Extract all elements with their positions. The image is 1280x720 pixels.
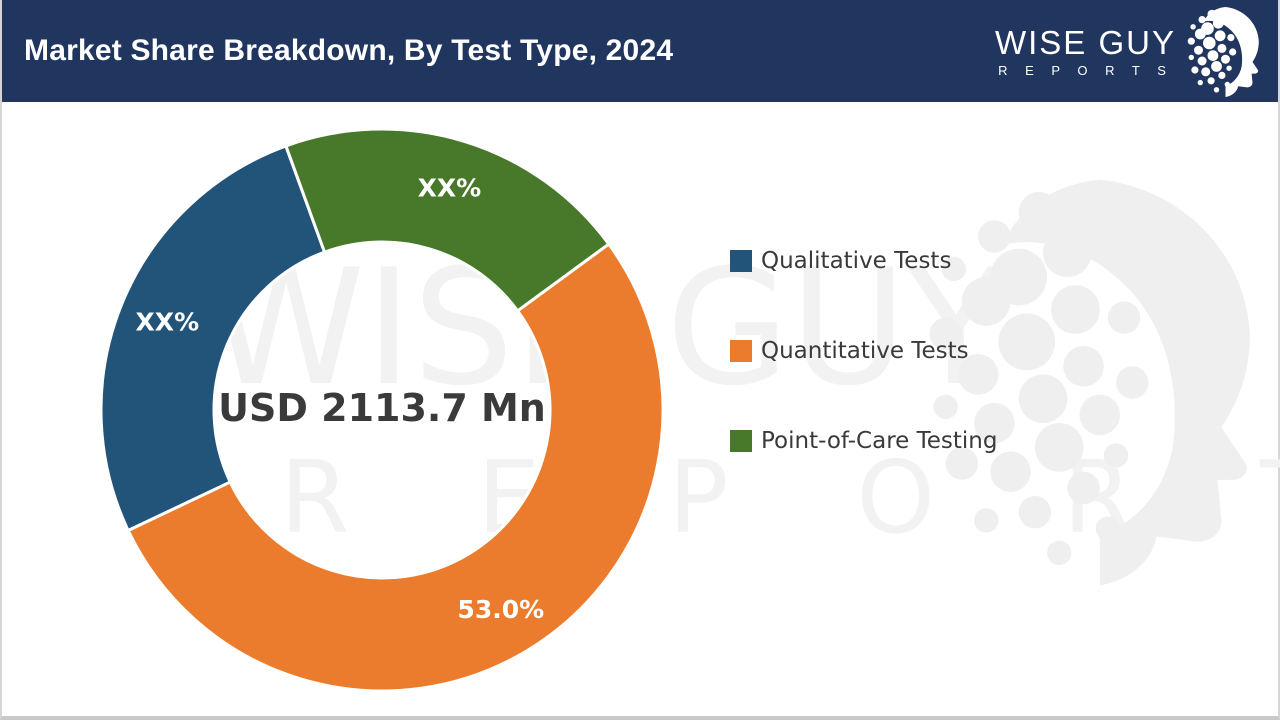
donut-slice bbox=[126, 242, 665, 693]
brand-name: WISE GUY bbox=[994, 24, 1176, 62]
donut-slice bbox=[284, 127, 611, 313]
legend-item-quantitative: Quantitative Tests bbox=[730, 336, 997, 366]
brand-face-icon bbox=[1187, 7, 1259, 97]
legend-label: Quantitative Tests bbox=[761, 338, 969, 364]
donut-center-value: USD 2113.7 Mn bbox=[218, 386, 546, 430]
brand-subtitle: R E P O R T S bbox=[998, 62, 1173, 78]
slice-value-label: 53.0% bbox=[457, 595, 544, 624]
legend-swatch-qualitative bbox=[730, 250, 752, 272]
legend-item-qualitative: Qualitative Tests bbox=[730, 246, 997, 276]
chart-legend: Qualitative Tests Quantitative Tests Poi… bbox=[730, 246, 997, 516]
header-bar: Market Share Breakdown, By Test Type, 20… bbox=[2, 0, 1278, 102]
page-title: Market Share Breakdown, By Test Type, 20… bbox=[24, 34, 674, 67]
brand-logo-text: WISE GUY R E P O R T S bbox=[995, 26, 1176, 78]
legend-swatch-quantitative bbox=[730, 340, 752, 362]
donut-chart: XX% 53.0% XX% bbox=[99, 127, 665, 693]
legend-label: Qualitative Tests bbox=[761, 248, 952, 274]
slice-value-label: XX% bbox=[418, 174, 482, 203]
donut-slice bbox=[99, 144, 327, 533]
legend-item-point-of-care: Point-of-Care Testing bbox=[730, 426, 997, 456]
legend-swatch-point-of-care bbox=[730, 430, 752, 452]
brand-logo: WISE GUY R E P O R T S bbox=[995, 6, 1262, 98]
slice-value-label: XX% bbox=[136, 307, 200, 336]
legend-label: Point-of-Care Testing bbox=[761, 428, 998, 454]
